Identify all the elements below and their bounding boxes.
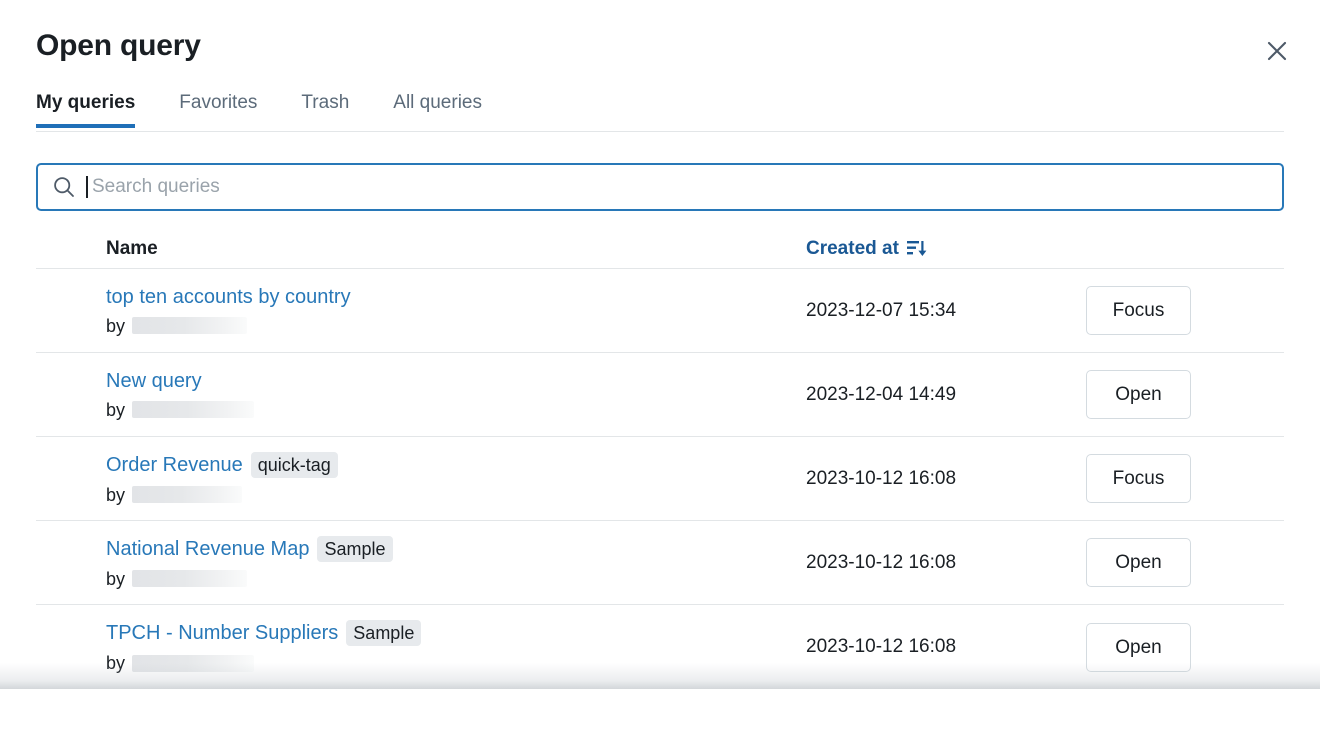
redacted-author-name: [132, 401, 255, 418]
query-author: by: [106, 652, 806, 674]
query-link[interactable]: top ten accounts by country: [106, 285, 351, 308]
tab-label: All queries: [393, 92, 482, 113]
column-header-name: Name: [106, 237, 158, 259]
by-label: by: [106, 568, 126, 589]
tab-all-queries[interactable]: All queries: [371, 92, 504, 127]
search-placeholder: Search queries: [92, 176, 220, 197]
close-icon[interactable]: [1260, 34, 1294, 68]
query-name-cell: National Revenue Map Sample by: [36, 535, 806, 590]
query-link[interactable]: Order Revenue: [106, 453, 243, 476]
row-action-cell: Focus: [1086, 454, 1284, 503]
tab-favorites[interactable]: Favorites: [157, 92, 279, 127]
sort-descending-icon: [906, 239, 928, 259]
query-name-cell: top ten accounts by country by: [36, 285, 806, 337]
query-link[interactable]: TPCH - Number Suppliers: [106, 622, 339, 644]
query-author: by: [106, 315, 806, 337]
tab-bar: My queries Favorites Trash All queries: [36, 92, 1284, 132]
row-action-cell: Open: [1086, 622, 1284, 672]
created-at-value: 2023-10-12 16:08: [806, 636, 957, 657]
text-cursor: [86, 176, 88, 198]
open-button[interactable]: Open: [1086, 622, 1191, 672]
query-name-cell: TPCH - Number Suppliers Sample by: [36, 620, 806, 674]
by-label: by: [106, 399, 126, 420]
page-title: Open query: [36, 29, 201, 62]
table-row[interactable]: National Revenue Map Sample by 2023-10-1…: [36, 521, 1284, 605]
tab-label: Trash: [301, 92, 350, 113]
by-label: by: [106, 315, 126, 336]
created-at-value: 2023-10-12 16:08: [806, 467, 957, 489]
tab-label: My queries: [36, 92, 136, 113]
tab-label: Favorites: [179, 92, 258, 113]
focus-button[interactable]: Focus: [1086, 286, 1191, 335]
query-author: by: [106, 484, 806, 506]
tab-trash[interactable]: Trash: [279, 92, 371, 127]
query-tag: quick-tag: [250, 451, 338, 478]
created-at-value: 2023-12-07 15:34: [806, 299, 957, 321]
by-label: by: [106, 484, 126, 505]
redacted-author-name: [132, 486, 243, 503]
search-icon: [52, 175, 76, 199]
table-row[interactable]: TPCH - Number Suppliers Sample by 2023-1…: [36, 605, 1284, 689]
query-table: Name Created at: [0, 231, 1320, 689]
redacted-author-name: [132, 317, 248, 334]
table-row[interactable]: New query by 2023-12-04 14:49 Open: [36, 353, 1284, 437]
column-header-label: Created at: [806, 237, 899, 259]
redacted-author-name: [132, 570, 248, 587]
query-link[interactable]: National Revenue Map: [106, 537, 310, 560]
query-author: by: [106, 568, 806, 590]
table-body: top ten accounts by country by 2023-12-0…: [36, 269, 1284, 689]
row-action-cell: Open: [1086, 370, 1284, 419]
created-at-value: 2023-12-04 14:49: [806, 383, 957, 405]
search-input[interactable]: Search queries: [36, 163, 1284, 211]
focus-button[interactable]: Focus: [1086, 454, 1191, 503]
query-name-cell: New query by: [36, 369, 806, 421]
open-button[interactable]: Open: [1086, 370, 1191, 419]
tab-my-queries[interactable]: My queries: [36, 92, 157, 128]
query-author: by: [106, 399, 806, 421]
dialog-header: Open query: [0, 0, 1320, 92]
column-header-created-at[interactable]: Created at: [806, 238, 1086, 260]
table-row[interactable]: Order Revenue quick-tag by 2023-10-12 16…: [36, 437, 1284, 521]
table-header-row: Name Created at: [36, 231, 1284, 269]
open-button[interactable]: Open: [1086, 538, 1191, 587]
redacted-author-name: [132, 654, 255, 672]
query-tag: Sample: [346, 620, 422, 646]
by-label: by: [106, 653, 126, 673]
created-at-value: 2023-10-12 16:08: [806, 551, 957, 573]
table-row[interactable]: top ten accounts by country by 2023-12-0…: [36, 269, 1284, 353]
row-action-cell: Open: [1086, 538, 1284, 587]
query-name-cell: Order Revenue quick-tag by: [36, 451, 806, 506]
query-link[interactable]: New query: [106, 369, 202, 392]
row-action-cell: Focus: [1086, 286, 1284, 335]
search-section: Search queries: [36, 163, 1284, 211]
query-tag: Sample: [317, 535, 393, 562]
